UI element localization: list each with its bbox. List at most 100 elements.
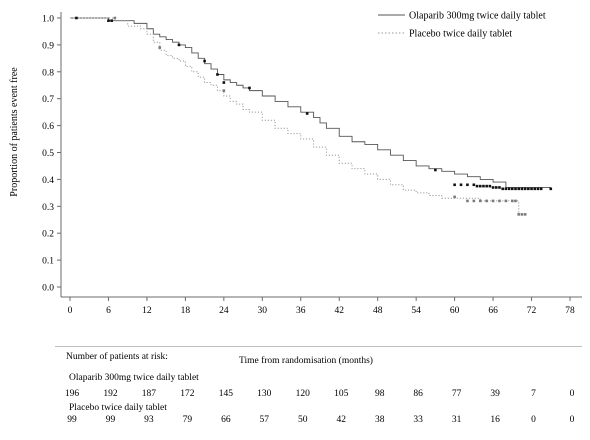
series-line-olaparib: [70, 17, 551, 188]
risk-count-placebo: 33: [413, 415, 423, 425]
censor-mark-olaparib: [504, 187, 508, 191]
x-tick-label: 72: [527, 306, 537, 316]
risk-count-placebo: 66: [221, 415, 231, 425]
risk-table-divider: [55, 346, 582, 347]
censor-mark-olaparib: [75, 16, 78, 20]
risk-count-olaparib: 86: [413, 389, 423, 399]
censor-mark-olaparib: [482, 184, 485, 188]
x-axis-ticks: 0 6 12 18 24 30 36 42 48 54 60 66 72 78: [68, 297, 575, 316]
censor-mark-placebo: [523, 213, 527, 216]
y-tick-label: 0.0: [42, 284, 54, 294]
y-tick-label: 0.4: [42, 176, 54, 186]
censor-mark-olaparib: [222, 81, 226, 84]
x-tick-label: 66: [488, 306, 498, 316]
y-tick-label: 0.7: [42, 95, 54, 105]
risk-count-placebo: 50: [298, 415, 308, 425]
x-axis-title: Time from randomisation (months): [239, 356, 373, 366]
censor-mark-olaparib: [216, 73, 219, 76]
censor-mark-placebo: [472, 199, 476, 203]
risk-count-placebo: 16: [490, 415, 500, 425]
censor-mark-olaparib: [110, 19, 113, 22]
x-tick-label: 18: [181, 306, 191, 316]
risk-count-olaparib: 187: [141, 389, 157, 399]
censor-mark-olaparib: [536, 187, 540, 191]
censor-mark-olaparib: [177, 43, 181, 47]
censor-mark-olaparib: [466, 183, 469, 187]
x-tick-label: 6: [106, 306, 111, 316]
y-tick-label: 0.6: [42, 122, 54, 132]
censor-mark-olaparib: [549, 187, 553, 191]
censor-mark-olaparib: [478, 184, 482, 188]
risk-count-placebo: 99: [67, 415, 77, 425]
censor-mark-olaparib: [203, 59, 206, 63]
censor-mark-olaparib: [485, 184, 488, 188]
censor-mark-olaparib: [491, 186, 495, 189]
censor-mark-placebo: [466, 199, 469, 203]
x-tick-label: 12: [142, 306, 152, 316]
risk-count-olaparib: 145: [218, 389, 233, 399]
y-tick-label: 0.2: [42, 230, 54, 240]
censor-mark-olaparib: [107, 19, 110, 22]
risk-count-olaparib: 172: [180, 389, 195, 399]
legend: Olaparib 300mg twice daily tablet Placeb…: [378, 11, 546, 40]
y-axis-ticks: 0.0 0.1 0.2 0.3 0.4 0.5 0.6 0.7 0.8 0.9 1.0: [42, 15, 61, 294]
risk-count-olaparib: 192: [103, 389, 118, 399]
censor-mark-olaparib: [453, 183, 456, 187]
censor-mark-olaparib: [475, 184, 479, 188]
censor-mark-placebo: [511, 199, 514, 203]
y-tick-label: 0.3: [42, 203, 54, 213]
censor-mark-placebo: [158, 46, 162, 49]
censor-mark-olaparib: [498, 186, 501, 189]
censor-mark-olaparib: [517, 187, 521, 191]
censor-mark-placebo: [222, 89, 226, 92]
risk-count-placebo: 31: [451, 415, 462, 425]
censor-mark-olaparib: [494, 186, 498, 189]
x-tick-label: 24: [219, 306, 229, 316]
legend-label-placebo: Placebo twice daily tablet: [409, 29, 512, 40]
risk-count-placebo: 79: [182, 415, 193, 425]
x-tick-label: 48: [373, 306, 383, 316]
risk-table-title: Number of patients at risk:: [66, 352, 168, 362]
series-line-placebo: [70, 17, 526, 215]
censor-mark-olaparib: [514, 187, 517, 191]
risk-count-placebo: 42: [336, 415, 346, 425]
x-tick-label: 54: [411, 306, 421, 316]
plot-frame: [60, 12, 582, 298]
risk-count-olaparib: 130: [257, 389, 272, 399]
y-tick-label: 0.9: [42, 41, 54, 51]
risk-count-placebo: 93: [144, 415, 154, 425]
x-tick-label: 42: [334, 306, 344, 316]
censor-mark-olaparib: [472, 183, 476, 187]
risk-count-olaparib: 98: [374, 389, 385, 399]
censor-mark-olaparib: [434, 168, 437, 172]
censor-mark-olaparib: [459, 183, 463, 187]
censor-mark-olaparib: [530, 187, 533, 191]
censor-mark-olaparib: [488, 184, 492, 188]
risk-count-placebo: 0: [531, 415, 536, 425]
risk-count-olaparib: 39: [490, 389, 500, 399]
censor-mark-olaparib: [533, 187, 537, 191]
x-tick-label: 78: [565, 306, 575, 316]
risk-count-olaparib: 0: [569, 389, 575, 399]
x-tick-label: 0: [68, 306, 73, 316]
y-tick-label: 0.8: [42, 68, 54, 78]
censor-mark-olaparib: [507, 187, 511, 191]
risk-group-olaparib-name: Olaparib 300mg twice daily tablet: [69, 373, 199, 383]
censor-mark-placebo: [113, 16, 117, 20]
censor-mark-placebo: [453, 195, 456, 199]
risk-group-placebo-name: Placebo twice daily tablet: [69, 403, 167, 413]
censor-mark-olaparib: [248, 86, 251, 90]
y-axis-title: Proportion of patients event free: [9, 67, 20, 197]
x-tick-label: 36: [296, 306, 306, 316]
risk-count-placebo: 38: [374, 415, 385, 425]
legend-label-olaparib: Olaparib 300mg twice daily tablet: [409, 11, 546, 22]
km-chart: 0.0 0.1 0.2 0.3 0.4 0.5 0.6 0.7 0.8 0.9 1.0 0 6 12 18…: [9, 11, 582, 316]
censor-mark-placebo: [485, 199, 488, 203]
censor-mark-placebo: [517, 213, 521, 216]
risk-count-olaparib: 77: [451, 389, 462, 399]
risk-count-olaparib: 120: [295, 389, 310, 399]
x-tick-label: 30: [258, 306, 268, 316]
risk-count-placebo: 99: [105, 415, 116, 425]
y-tick-label: 1.0: [42, 15, 54, 25]
x-tick-label: 60: [450, 306, 460, 316]
